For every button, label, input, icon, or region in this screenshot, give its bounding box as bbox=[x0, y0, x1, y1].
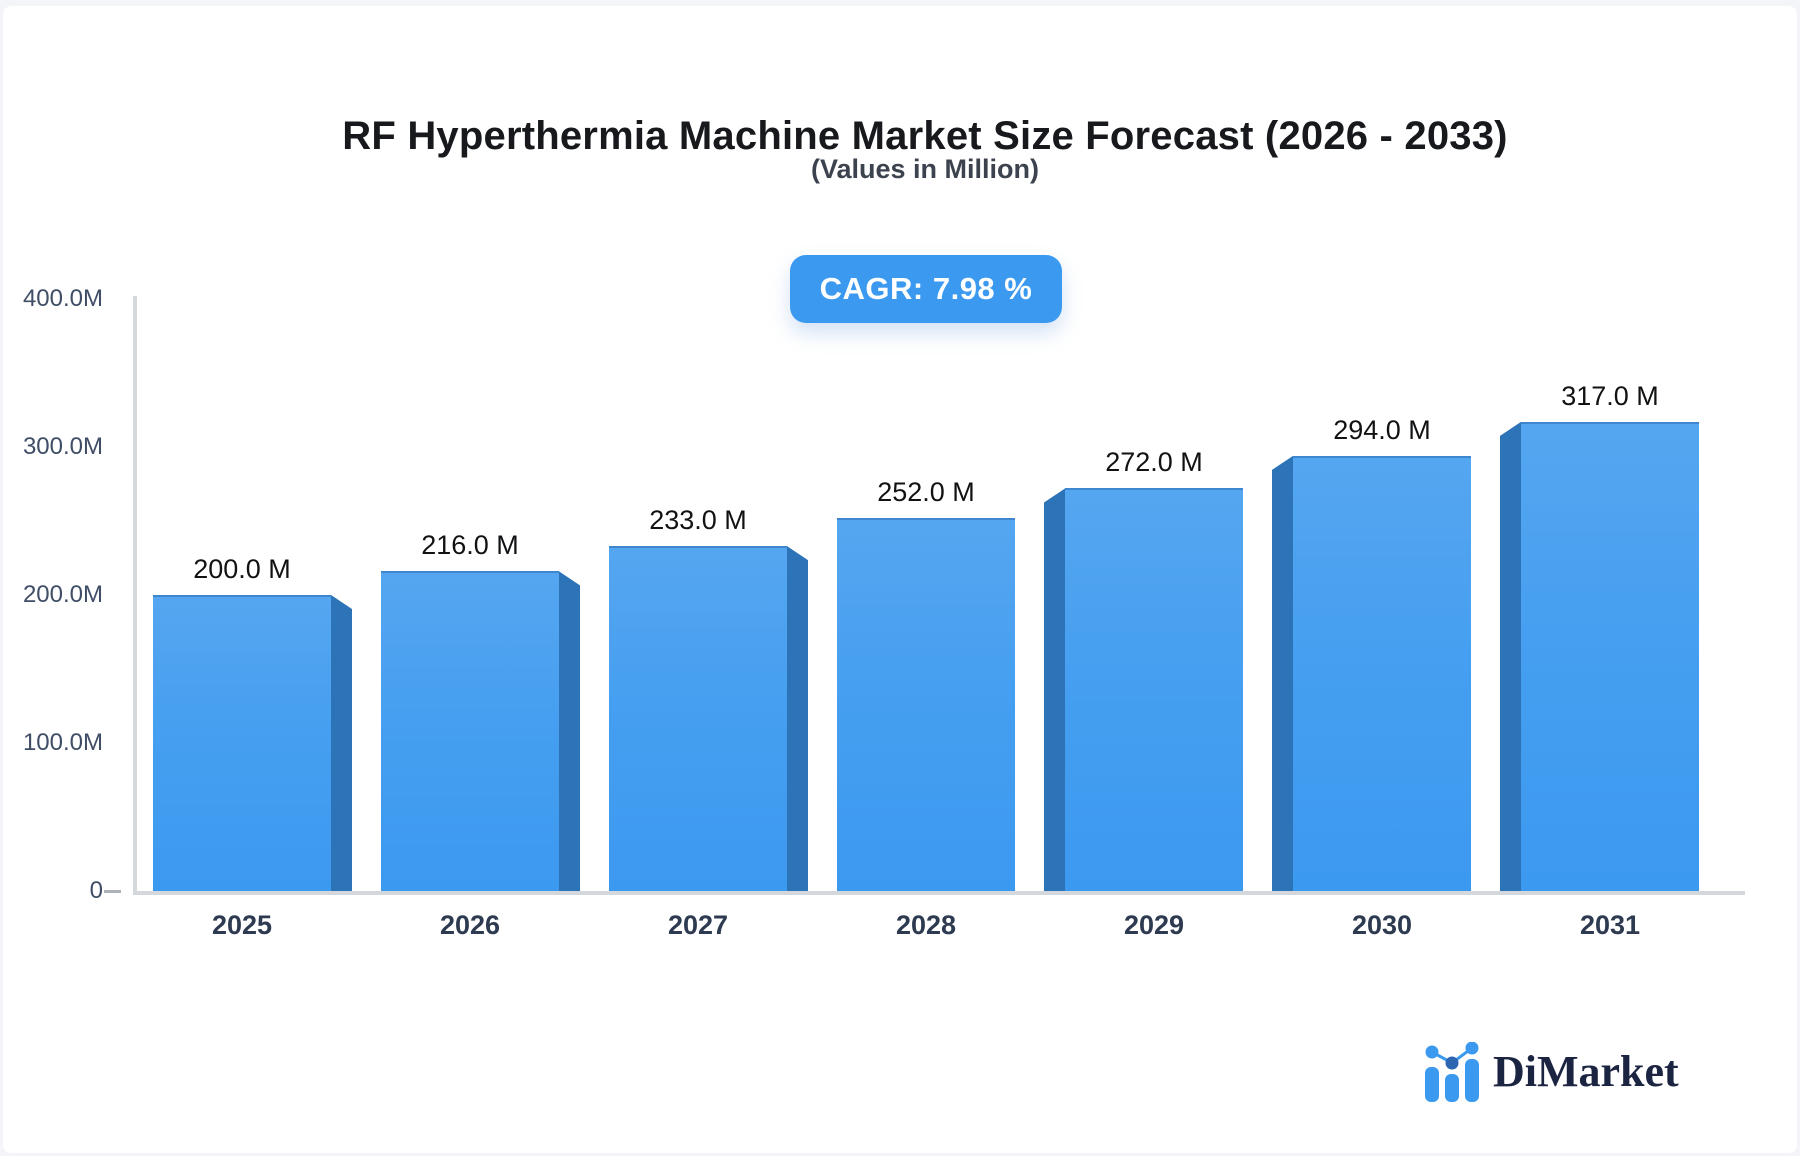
y-tick-label-200.0M: 200.0M bbox=[22, 581, 103, 608]
y-axis-line bbox=[133, 296, 137, 895]
bar-value-label-2025: 200.0 M bbox=[193, 554, 291, 584]
bar-2030 bbox=[1293, 455, 1471, 891]
x-axis-line bbox=[133, 891, 1745, 895]
bar-side-panel-2031 bbox=[1500, 421, 1521, 891]
brand-name: DiMarket bbox=[1493, 1047, 1679, 1096]
bar-2025 bbox=[153, 595, 331, 891]
bar-value-label-2028: 252.0 M bbox=[877, 477, 975, 508]
x-tick-label-2030: 2030 bbox=[1351, 910, 1413, 940]
bar-side-panel-2029 bbox=[1044, 488, 1065, 891]
chart-card: RF Hyperthermia Machine Market Size Fore… bbox=[3, 6, 1797, 1153]
y-tick-label-400.0M: 400.0M bbox=[22, 285, 103, 312]
x-tick-label-2025: 2025 bbox=[211, 910, 273, 940]
x-tick-label-2026: 2026 bbox=[439, 910, 501, 940]
brand-logo: DiMarket bbox=[1423, 1042, 1679, 1102]
bar-value-label-2026: 216.0 M bbox=[421, 530, 519, 561]
bar-side-panel-2027 bbox=[787, 546, 808, 891]
zero-tick-mark bbox=[104, 890, 121, 893]
bar-chart-logo-icon bbox=[1425, 1042, 1479, 1102]
bar-side-panel-2026 bbox=[559, 571, 580, 891]
bar-side-panel-2025 bbox=[331, 595, 352, 891]
bar-2029 bbox=[1065, 488, 1243, 891]
y-tick-label-0: 0 bbox=[89, 877, 103, 904]
cagr-badge: CAGR: 7.98 % bbox=[790, 255, 1062, 323]
bar-2026 bbox=[381, 571, 559, 891]
bar-value-label-2030: 294.0 M bbox=[1333, 414, 1431, 445]
x-tick-label-2031: 2031 bbox=[1579, 910, 1641, 940]
y-tick-label-300.0M: 300.0M bbox=[22, 433, 103, 460]
bar-value-label-2031: 317.0 M bbox=[1561, 380, 1659, 411]
bar-value-label-2029: 272.0 M bbox=[1105, 447, 1203, 478]
bar-value-label-2027: 233.0 M bbox=[649, 505, 747, 536]
x-tick-label-2027: 2027 bbox=[667, 910, 729, 940]
bar-2031 bbox=[1521, 421, 1699, 891]
bar-side-panel-2030 bbox=[1272, 455, 1293, 891]
x-tick-label-2029: 2029 bbox=[1123, 910, 1185, 940]
bar-2028 bbox=[837, 518, 1015, 891]
cagr-badge-label: CAGR: 7.98 % bbox=[819, 271, 1033, 306]
y-tick-label-100.0M: 100.0M bbox=[22, 729, 103, 756]
chart-title: RF Hyperthermia Machine Market Size Fore… bbox=[342, 114, 1508, 158]
x-tick-label-2028: 2028 bbox=[895, 910, 957, 940]
bar-2027 bbox=[609, 546, 787, 891]
chart-subtitle: (Values in Million) bbox=[810, 154, 1040, 184]
